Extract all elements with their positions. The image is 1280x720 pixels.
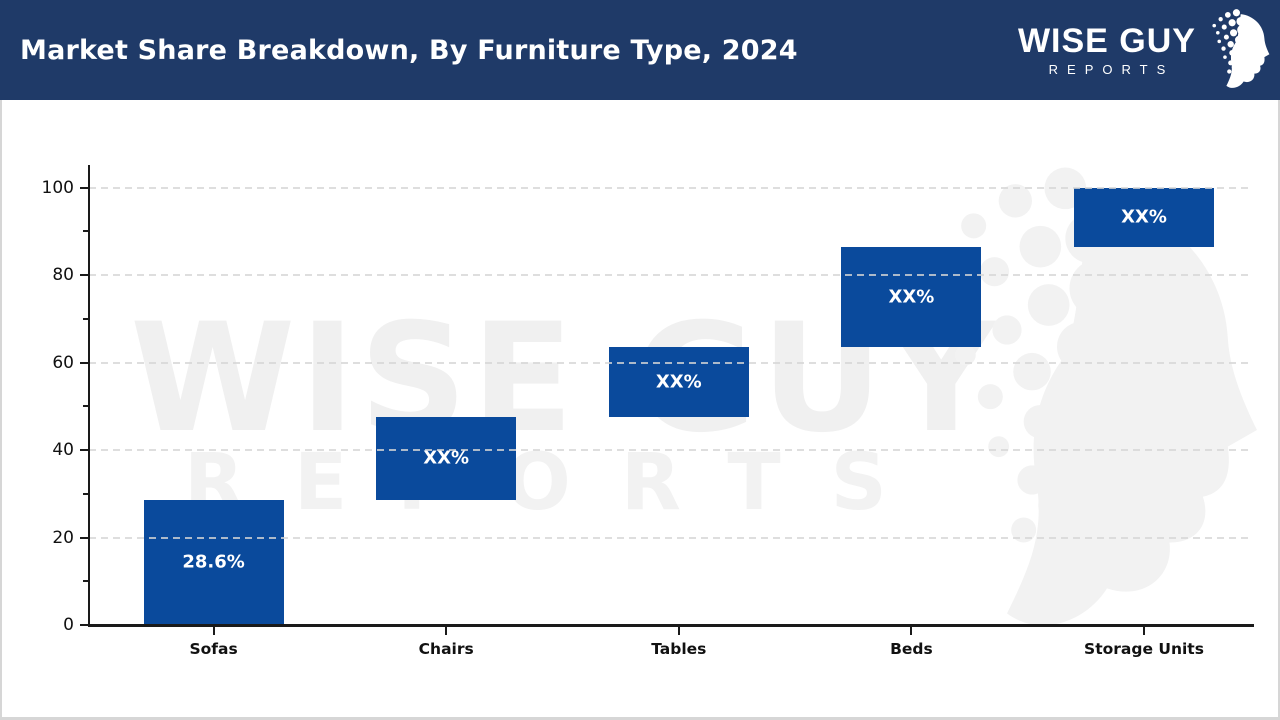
x-tick-storage-units — [1143, 627, 1145, 635]
x-tick-label-sofas: Sofas — [189, 640, 238, 658]
y-minor-tick-10 — [83, 580, 88, 583]
bar-value-label-storage-units: XX% — [1121, 206, 1167, 228]
y-tick-40 — [80, 449, 88, 451]
y-tick-label: 0 — [63, 615, 74, 635]
x-tick-label-chairs: Chairs — [418, 640, 474, 658]
gridline-40 — [89, 449, 1253, 451]
bar-sofas — [143, 499, 284, 625]
logo-wordmark: WISE GUY — [1017, 21, 1196, 60]
y-tick-label: 80 — [52, 265, 74, 285]
logo-subtitle: REPORTS — [1048, 61, 1175, 77]
y-tick-100 — [80, 186, 88, 189]
y-tick-label: 40 — [52, 440, 74, 460]
x-tick-tables — [677, 627, 680, 635]
gridline-20 — [89, 536, 1253, 539]
y-tick-80 — [80, 274, 88, 276]
y-tick-label: 20 — [52, 527, 74, 548]
y-minor-tick-30 — [83, 492, 88, 495]
y-minor-tick-50 — [83, 405, 88, 408]
bar-storage-units — [1074, 187, 1214, 247]
bar-tables — [608, 347, 749, 417]
gridline-60 — [89, 361, 1253, 364]
bar-value-label-chairs: XX% — [423, 447, 470, 469]
x-tick-beds — [910, 627, 913, 635]
x-tick-label-beds: Beds — [890, 640, 933, 658]
gridline-100 — [89, 186, 1253, 189]
logo-text: WISE GUY REPORTS — [1018, 24, 1196, 77]
bar-value-label-beds: XX% — [888, 286, 935, 308]
bar-beds — [841, 246, 982, 348]
watermark-subtitle: REPORTS — [184, 438, 937, 528]
x-tick-sofas — [212, 627, 215, 635]
chart-title: Market Share Breakdown, By Furniture Typ… — [20, 34, 798, 66]
y-tick-label: 100 — [41, 177, 74, 198]
gridline-80 — [89, 274, 1253, 276]
bar-value-label-sofas: 28.6% — [182, 551, 245, 573]
y-tick-20 — [80, 536, 88, 539]
y-tick-label: 60 — [52, 352, 74, 373]
logo-face-icon — [1212, 9, 1270, 88]
x-tick-chairs — [445, 627, 448, 635]
x-axis-line — [88, 624, 1254, 627]
y-tick-60 — [80, 361, 88, 364]
x-tick-label-storage-units: Storage Units — [1084, 640, 1204, 658]
x-tick-label-tables: Tables — [651, 640, 707, 658]
header-bar: Market Share Breakdown, By Furniture Typ… — [0, 0, 1280, 100]
wise-guy-logo: WISE GUY REPORTS — [1018, 4, 1272, 96]
y-tick-0 — [80, 624, 88, 626]
y-axis-line — [88, 165, 90, 627]
bar-chairs — [376, 416, 517, 500]
bar-value-label-tables: XX% — [655, 371, 702, 393]
y-minor-tick-90 — [83, 230, 88, 233]
y-minor-tick-70 — [83, 317, 88, 320]
